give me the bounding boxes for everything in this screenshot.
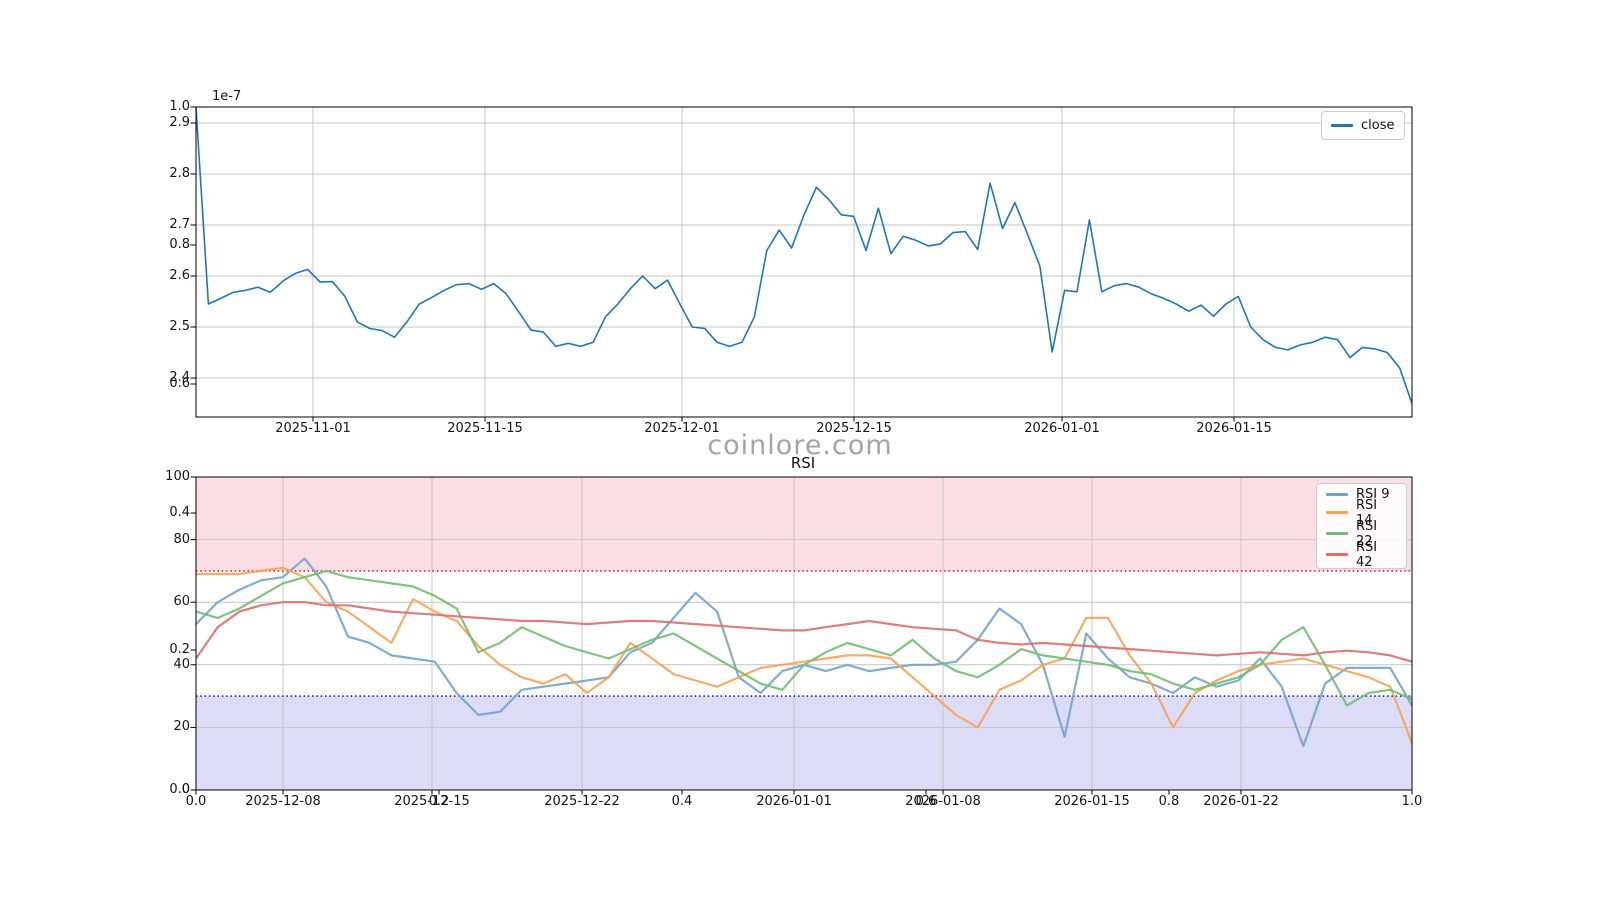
rsi-x-tick-label: 2026-01-01 <box>756 794 832 809</box>
price-legend: close <box>1321 111 1405 140</box>
overlay-y-tick-label: 1.0 <box>169 99 190 114</box>
rsi-y-tick-label: 80 <box>173 531 190 547</box>
rsi-x-tick-label: 2025-12-22 <box>544 794 620 809</box>
overlay-x-tick-label: 0.6 <box>915 794 937 809</box>
rsi-y-tick-label: 100 <box>165 469 190 484</box>
price-x-tick-label: 2025-11-01 <box>275 421 351 436</box>
rsi-x-tick-label: 2025-12-08 <box>245 794 321 809</box>
overlay-y-tick-label: 0.8 <box>169 237 190 252</box>
rsi-x-tick-label: 2026-01-08 <box>905 794 981 809</box>
rsi14-line-swatch <box>1326 511 1348 514</box>
legend-item-rsi-22: RSI 22 <box>1326 519 1397 549</box>
overlay-y-tick-label: 0.4 <box>169 505 190 520</box>
overlay-x-tick-label: 1.0 <box>1401 794 1423 809</box>
overlay-x-tick-label: 0.2 <box>428 794 450 809</box>
overlay-y-tick-label: 0.0 <box>169 782 190 797</box>
overlay-y-tick-label: 0.2 <box>169 642 190 657</box>
rsi-y-tick-label: 60 <box>173 594 190 610</box>
price-y-tick-label: 2.7 <box>169 217 190 232</box>
rsi-x-tick-label: 2026-01-15 <box>1054 794 1130 809</box>
overlay-y-tick-label: 0.6 <box>169 376 190 391</box>
price-y-tick-label: 2.5 <box>169 319 190 334</box>
price-x-tick-label: 2025-11-15 <box>447 421 523 436</box>
rsi-y-tick-label: 40 <box>173 656 190 672</box>
price-x-tick-label: 2026-01-15 <box>1196 421 1272 436</box>
legend-label-close: close <box>1361 118 1395 133</box>
legend-item-close: close <box>1331 116 1395 135</box>
close-line-swatch <box>1331 124 1353 127</box>
rsi-panel-title: RSI <box>790 454 816 472</box>
rsi-legend: RSI 9 RSI 14 RSI 22 RSI 42 <box>1316 483 1407 570</box>
price-x-tick-label: 2025-12-01 <box>644 421 720 436</box>
legend-item-rsi-14: RSI 14 <box>1326 498 1397 528</box>
price-y-tick-label: 2.9 <box>169 115 190 130</box>
legend-label-rsi-9: RSI 9 <box>1356 487 1390 502</box>
y-axis-offset-label: 1e-7 <box>212 89 242 104</box>
rsi-x-tick-label: 2026-01-22 <box>1203 794 1279 809</box>
price-y-tick-label: 2.8 <box>169 166 190 181</box>
legend-item-rsi-42: RSI 42 <box>1326 540 1397 570</box>
rsi22-line-swatch <box>1326 532 1348 535</box>
legend-item-rsi-9: RSI 9 <box>1326 487 1397 502</box>
overlay-x-tick-label: 0.0 <box>185 794 207 809</box>
price-x-tick-label: 2026-01-01 <box>1024 421 1100 436</box>
legend-label-rsi-22: RSI 22 <box>1356 518 1378 549</box>
rsi9-line-swatch <box>1326 493 1348 496</box>
rsi-y-tick-label: 0 <box>181 782 190 797</box>
legend-label-rsi-14: RSI 14 <box>1356 497 1378 528</box>
rsi-y-tick-label: 20 <box>173 719 190 735</box>
rsi-x-tick-label: 2025-12-15 <box>394 794 470 809</box>
overlay-x-tick-label: 0.4 <box>671 794 693 809</box>
legend-label-rsi-42: RSI 42 <box>1356 539 1378 570</box>
overlay-x-tick-label: 0.8 <box>1158 794 1180 809</box>
price-y-tick-label: 2.4 <box>169 370 190 385</box>
price-y-tick-label: 2.6 <box>169 268 190 283</box>
price-x-tick-label: 2025-12-15 <box>816 421 892 436</box>
rsi42-line-swatch <box>1326 553 1348 556</box>
coinlore-watermark: coinlore.com <box>707 430 893 461</box>
